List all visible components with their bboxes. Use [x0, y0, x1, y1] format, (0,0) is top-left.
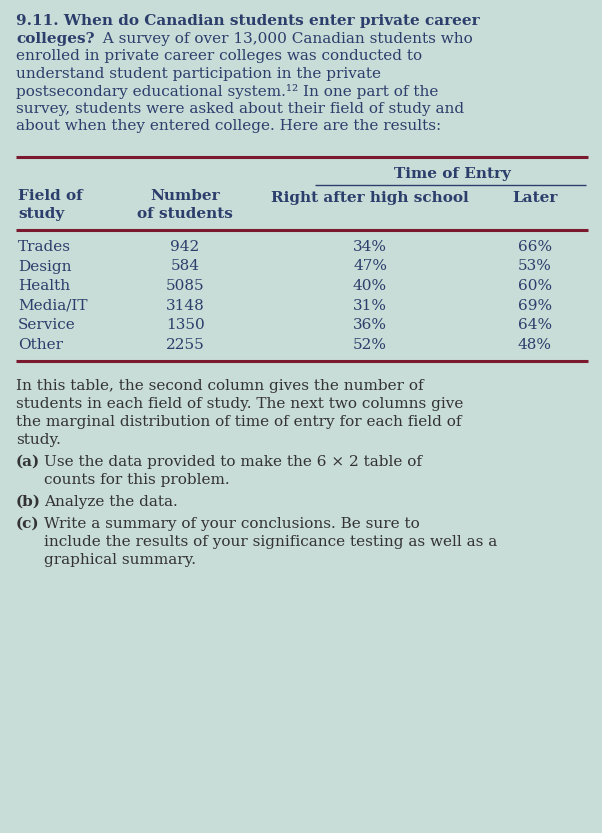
Text: 60%: 60% — [518, 279, 552, 293]
Text: include the results of your significance testing as well as a: include the results of your significance… — [44, 535, 497, 549]
Text: Service: Service — [18, 318, 76, 332]
Text: Write a summary of your conclusions. Be sure to: Write a summary of your conclusions. Be … — [44, 517, 420, 531]
Text: In this table, the second column gives the number of: In this table, the second column gives t… — [16, 379, 424, 393]
Text: 34%: 34% — [353, 240, 387, 254]
Text: (b): (b) — [16, 495, 41, 509]
Text: 31%: 31% — [353, 298, 387, 312]
Text: colleges?: colleges? — [16, 32, 95, 46]
Text: the marginal distribution of time of entry for each field of: the marginal distribution of time of ent… — [16, 415, 462, 429]
Text: 584: 584 — [170, 260, 199, 273]
Text: postsecondary educational system.¹² In one part of the: postsecondary educational system.¹² In o… — [16, 84, 438, 99]
Text: study.: study. — [16, 433, 61, 447]
Text: about when they entered college. Here are the results:: about when they entered college. Here ar… — [16, 119, 441, 133]
Text: Field of: Field of — [18, 189, 82, 203]
Text: 52%: 52% — [353, 337, 387, 352]
Text: 2255: 2255 — [166, 337, 204, 352]
Text: 942: 942 — [170, 240, 200, 254]
Text: 48%: 48% — [518, 337, 552, 352]
Text: Media/IT: Media/IT — [18, 298, 87, 312]
Text: survey, students were asked about their field of study and: survey, students were asked about their … — [16, 102, 464, 116]
Text: Right after high school: Right after high school — [271, 191, 469, 205]
Text: enrolled in private career colleges was conducted to: enrolled in private career colleges was … — [16, 49, 422, 63]
Text: study: study — [18, 207, 64, 221]
Text: counts for this problem.: counts for this problem. — [44, 473, 229, 487]
Text: Trades: Trades — [18, 240, 71, 254]
Text: 9.11. When do Canadian students enter private career: 9.11. When do Canadian students enter pr… — [16, 14, 480, 28]
Text: Analyze the data.: Analyze the data. — [44, 495, 178, 509]
Text: graphical summary.: graphical summary. — [44, 553, 196, 567]
Text: 66%: 66% — [518, 240, 552, 254]
Text: 36%: 36% — [353, 318, 387, 332]
Text: (a): (a) — [16, 455, 40, 469]
Text: Later: Later — [512, 191, 557, 205]
Text: A survey of over 13,000 Canadian students who: A survey of over 13,000 Canadian student… — [93, 32, 473, 46]
Text: Health: Health — [18, 279, 70, 293]
Text: of students: of students — [137, 207, 233, 221]
Text: 1350: 1350 — [166, 318, 204, 332]
Text: 53%: 53% — [518, 260, 552, 273]
Text: 40%: 40% — [353, 279, 387, 293]
Text: Number: Number — [150, 189, 220, 203]
Text: 64%: 64% — [518, 318, 552, 332]
Text: Use the data provided to make the 6 × 2 table of: Use the data provided to make the 6 × 2 … — [44, 455, 422, 469]
Text: 3148: 3148 — [166, 298, 204, 312]
Text: Design: Design — [18, 260, 72, 273]
Text: Time of Entry: Time of Entry — [394, 167, 511, 181]
Text: students in each field of study. The next two columns give: students in each field of study. The nex… — [16, 397, 464, 411]
Text: (c): (c) — [16, 517, 40, 531]
Text: 69%: 69% — [518, 298, 552, 312]
Text: 47%: 47% — [353, 260, 387, 273]
Text: Other: Other — [18, 337, 63, 352]
Text: understand student participation in the private: understand student participation in the … — [16, 67, 381, 81]
Text: 5085: 5085 — [166, 279, 204, 293]
